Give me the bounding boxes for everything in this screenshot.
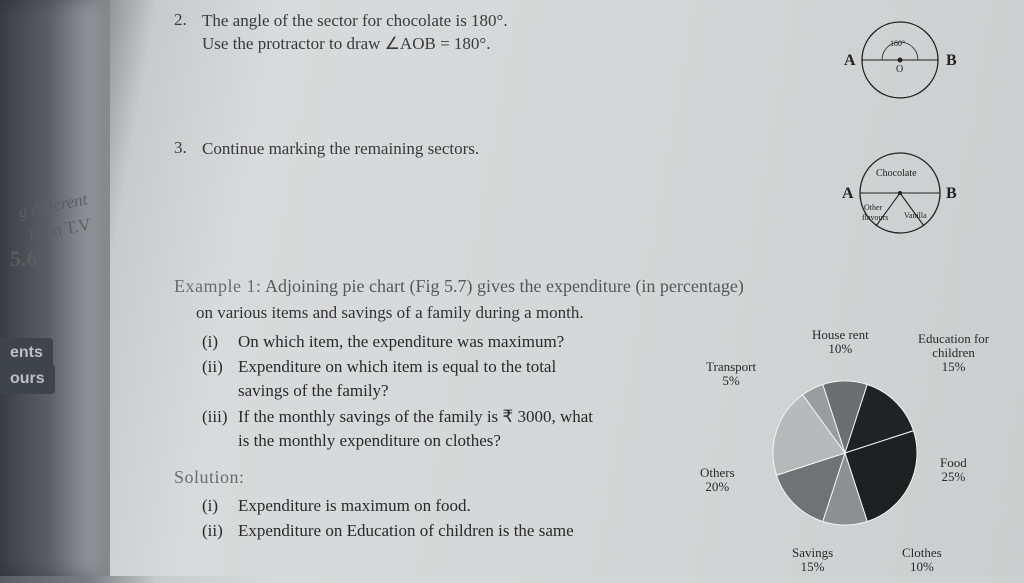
expenditure-pie-chart: House rent10% Education forchildren15% Foo… [690,328,990,578]
example-heading: Example 1: Adjoining pie chart (Fig 5.7)… [174,276,990,297]
step2-line2: Use the protractor to draw ∠AOB = 180°. [202,34,490,53]
question-iii-b: is the monthly expenditure on clothes? [238,431,501,450]
solution-text: Expenditure on Education of children is … [238,519,574,543]
page-curl-fragment: 5.6 [10,246,38,272]
example-intro-line2: on various items and savings of a family… [196,301,990,326]
solution-marker: (i) [202,494,238,518]
point-a-label: A [842,185,854,202]
pie-slice-label: Savings15% [792,546,833,575]
step-text: Continue marking the remaining sectors. [202,138,810,161]
point-a-label: A [844,52,856,69]
question-marker: (i) [202,330,238,354]
solution-ii: (ii) Expenditure on Education of childre… [202,519,680,543]
instruction-step-2: 2. The angle of the sector for chocolate… [174,10,990,110]
question-text: Expenditure on which item is equal to th… [238,355,556,403]
step2-line1: The angle of the sector for chocolate is… [202,11,508,30]
step3-line1: Continue marking the remaining sectors. [202,139,479,158]
flavour-other: Other [864,203,883,212]
sector-diagram-180: 180° O A B [820,10,980,110]
book-spine-shadow [0,0,110,576]
step-number: 2. [174,10,202,30]
question-i: (i) On which item, the expenditure was m… [202,330,680,354]
question-iii-a: If the monthly savings of the family is … [238,407,593,426]
step-text: The angle of the sector for chocolate is… [202,10,810,56]
example-label: Example 1: [174,276,261,296]
instruction-step-3: 3. Continue marking the remaining sector… [174,138,990,248]
question-text: If the monthly savings of the family is … [238,405,593,453]
sector-diagram-flavours: Chocolate Other flavours Vanilla A B [820,138,980,248]
solution-heading: Solution: [174,467,680,488]
angle-label: 180° [890,39,905,48]
solution-text: Expenditure is maximum on food. [238,494,471,518]
solution-marker: (ii) [202,519,238,543]
textbook-page: 2. The angle of the sector for chocolate… [140,0,1020,576]
pie-slice-label: Clothes10% [902,546,942,575]
example-body: (i) On which item, the expenditure was m… [174,328,990,578]
question-text: On which item, the expenditure was maxim… [238,330,564,354]
pie-slice-label: Food25% [940,456,967,485]
question-marker: (ii) [202,355,238,403]
step-number: 3. [174,138,202,158]
question-ii-b: savings of the family? [238,381,389,400]
question-ii-a: Expenditure on which item is equal to th… [238,357,556,376]
pie-slice-label: Education forchildren15% [918,332,989,375]
pie-slice-label: House rent10% [812,328,869,357]
flavour-vanilla: Vanilla [904,211,927,220]
pie-slice-label: Others20% [700,466,735,495]
question-marker: (iii) [202,405,238,453]
side-tab-ours: ours [0,364,55,394]
pie-slice-label: Transport5% [706,360,756,389]
solution-i: (i) Expenditure is maximum on food. [202,494,680,518]
flavour-other2: flavours [862,213,888,222]
question-ii: (ii) Expenditure on which item is equal … [202,355,680,403]
point-b-label: B [946,185,957,202]
point-b-label: B [946,52,957,69]
flavour-chocolate: Chocolate [876,168,917,179]
origin-label: O [896,64,903,75]
example-intro: Adjoining pie chart (Fig 5.7) gives the … [265,276,744,296]
question-iii: (iii) If the monthly savings of the fami… [202,405,680,453]
